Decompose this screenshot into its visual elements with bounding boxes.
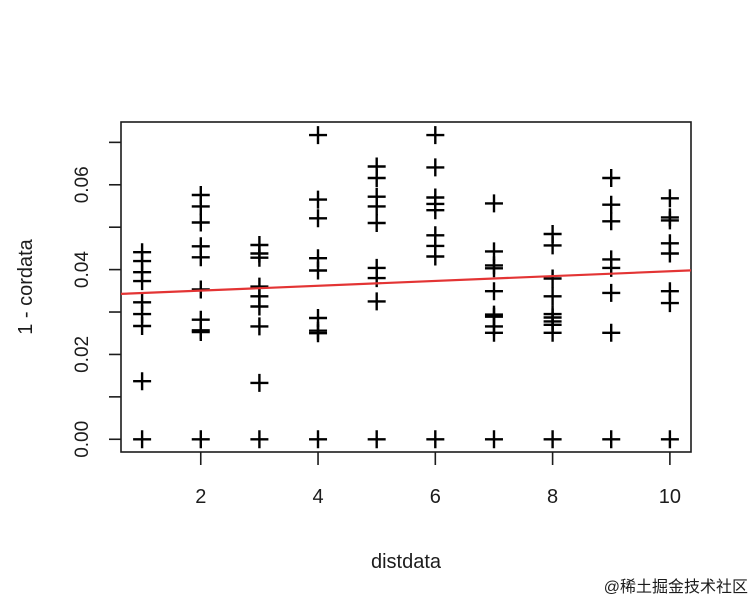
data-point-marker	[543, 269, 562, 288]
data-point-marker	[426, 201, 445, 220]
data-point-marker	[660, 189, 679, 208]
data-point-marker	[133, 430, 152, 449]
y-tick-label: 0.02	[72, 336, 93, 373]
data-point-marker	[250, 248, 269, 267]
data-point-marker	[660, 211, 679, 230]
data-point-marker	[484, 323, 503, 342]
data-point-marker	[602, 283, 621, 302]
y-tick-label: 0.06	[72, 166, 93, 203]
data-point-marker	[602, 169, 621, 187]
plot-border	[120, 121, 692, 453]
data-point-marker	[250, 297, 269, 316]
data-point-marker	[367, 214, 386, 232]
data-point-marker	[426, 126, 445, 145]
data-point-marker	[191, 430, 210, 449]
data-point-marker	[250, 317, 269, 336]
data-point-marker	[133, 372, 152, 391]
data-point-marker	[367, 292, 386, 311]
data-point-marker	[660, 244, 679, 263]
data-point-marker	[484, 282, 503, 301]
data-point-marker	[602, 430, 621, 449]
data-point-marker	[309, 324, 328, 343]
data-point-marker	[191, 213, 210, 232]
x-tick-label: 2	[195, 486, 206, 508]
data-point-marker	[484, 430, 503, 449]
data-point-marker	[367, 197, 386, 216]
x-tick-label: 10	[659, 486, 681, 508]
y-tick-label: 0.00	[72, 421, 93, 458]
data-point-marker	[484, 194, 503, 213]
data-point-marker	[133, 317, 152, 335]
data-point-marker	[367, 169, 386, 187]
x-tick-label: 6	[430, 486, 441, 508]
data-point-marker	[602, 212, 621, 231]
regression-line	[120, 269, 692, 295]
data-point-marker	[484, 259, 503, 278]
data-point-marker	[543, 323, 562, 342]
data-point-marker	[309, 190, 328, 209]
data-point-marker	[309, 430, 328, 449]
data-point-marker	[133, 272, 152, 291]
data-point-marker	[191, 248, 210, 267]
data-point-marker	[543, 430, 562, 449]
data-point-marker	[660, 294, 679, 313]
y-axis-label: 1 - cordata	[15, 238, 37, 334]
data-point-marker	[191, 197, 210, 216]
data-point-marker	[250, 373, 269, 392]
plot-area: 0.00 0.02 0.04 0.06 2 4 6 8 10	[72, 121, 692, 508]
data-point-marker	[602, 195, 621, 214]
data-point-marker	[367, 430, 386, 449]
y-tick-label: 0.04	[72, 251, 93, 288]
watermark-text: @稀土掘金技术社区	[604, 578, 748, 596]
data-point-marker	[602, 323, 621, 342]
data-point-marker	[309, 261, 328, 280]
data-point-marker	[426, 247, 445, 266]
x-axis-label: distdata	[371, 551, 442, 573]
data-point-marker	[250, 430, 269, 449]
x-tick-label: 8	[547, 486, 558, 508]
data-point-marker	[543, 287, 562, 306]
data-point-marker	[426, 158, 445, 177]
data-point-marker	[191, 323, 210, 341]
x-tick-label: 4	[312, 486, 323, 508]
data-point-marker	[309, 126, 328, 145]
data-point-marker	[426, 430, 445, 449]
data-point-marker	[309, 209, 328, 228]
data-point-marker	[543, 236, 562, 255]
data-point-marker	[660, 430, 679, 449]
